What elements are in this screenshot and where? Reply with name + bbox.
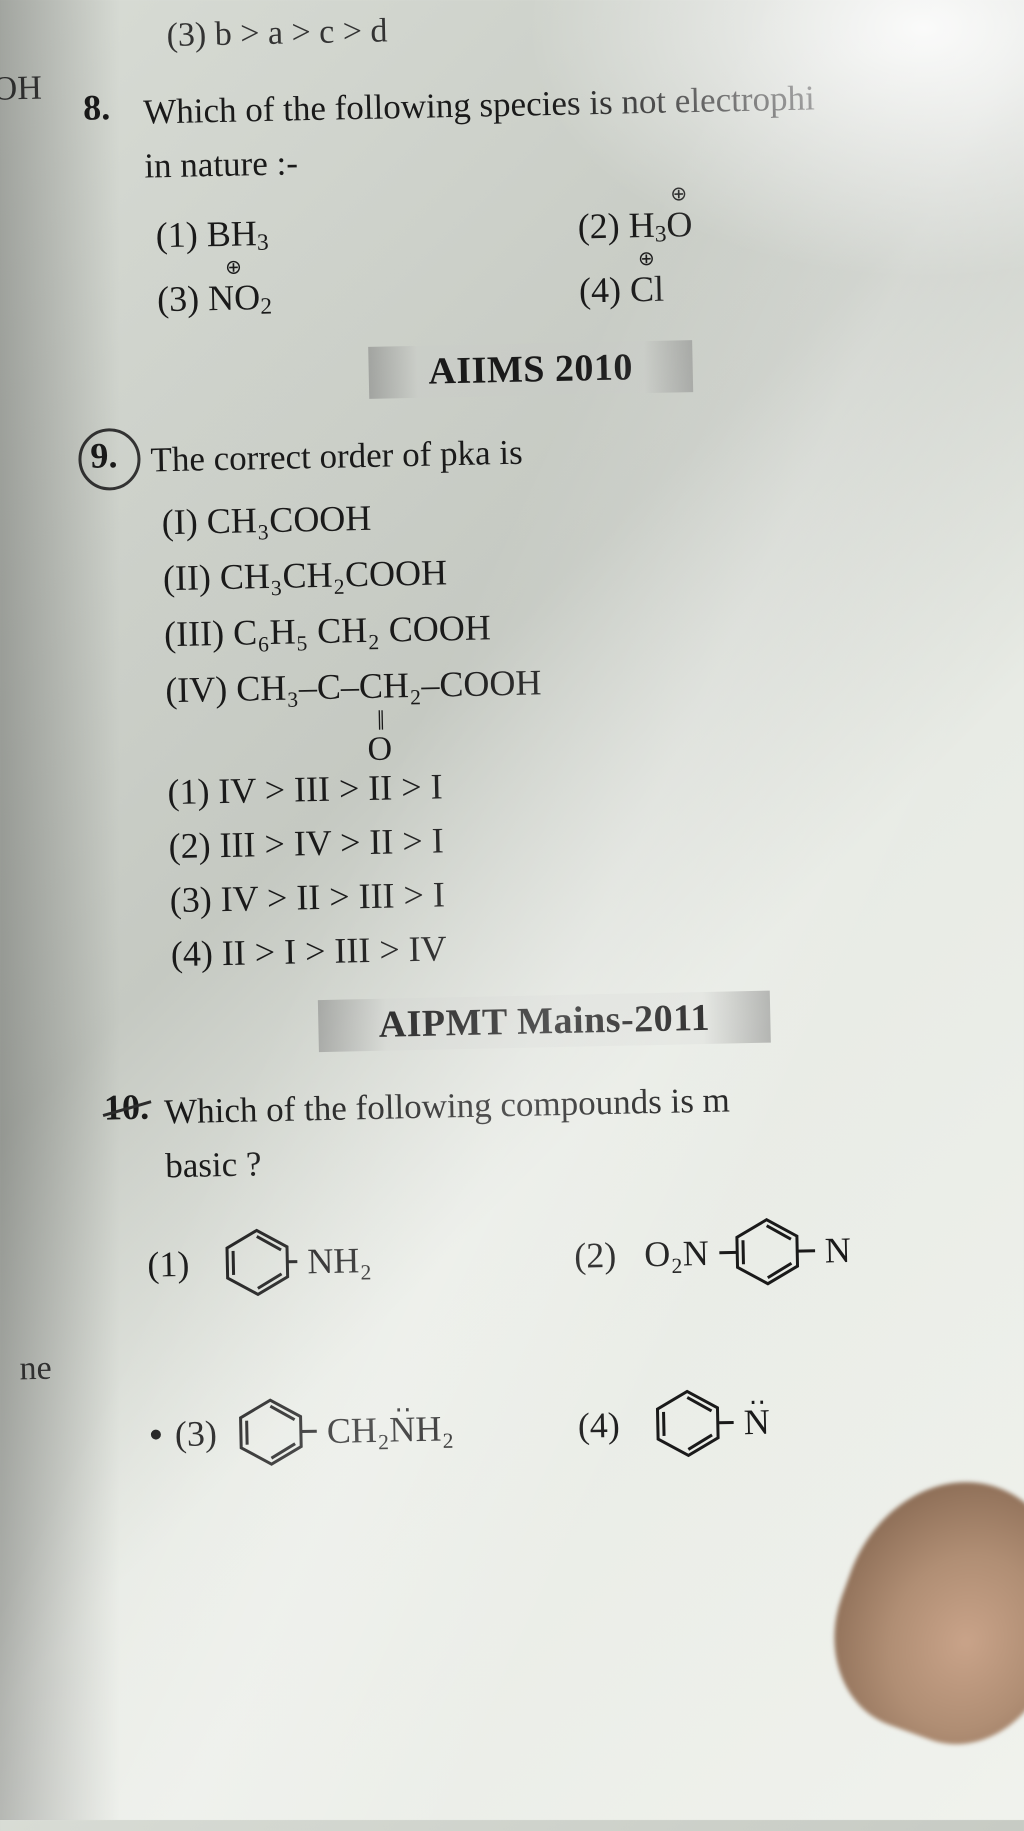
q10-number: 10. (104, 1085, 165, 1128)
banner-aiims: AIIMS 2010 (88, 334, 973, 405)
question-9: 9. The correct order of pka is (90, 416, 975, 489)
benzene-icon (647, 1382, 735, 1464)
q10-opt4: (4) N (577, 1377, 996, 1466)
q9-roman1: (I) CH₃COOH (161, 484, 976, 543)
q10-opt3: (3) CH₂NH₂ (150, 1386, 569, 1475)
q9-options: (1) IV > III > II > I (2) III > IV > II … (167, 754, 985, 975)
q7-option-3: (3) b > a > c > d (166, 0, 966, 55)
banner-aipmt: AIPMT Mains-2011 (102, 986, 987, 1057)
q9-opt1: (1) IV > III > II > I (167, 754, 982, 813)
benzene-icon (230, 1391, 318, 1473)
banner-aipmt-text: AIPMT Mains-2011 (318, 991, 770, 1052)
benzene-icon (718, 1210, 816, 1292)
q9-compounds: (I) CH₃COOH (II) CH₃CH₂COOH (III) C₆H₅ C… (161, 484, 979, 711)
q10-text: Which of the following compounds is m ba… (164, 1068, 990, 1194)
q8-line2: in nature :- (144, 144, 298, 186)
banner-aiims-text: AIIMS 2010 (368, 340, 694, 399)
q9-roman2: (II) CH₃CH₂COOH (163, 540, 978, 599)
q10-line2: basic ? (165, 1145, 262, 1186)
q8-opt2: (2) H3O (577, 197, 970, 250)
q10-opt2: (2) O₂N N (573, 1207, 992, 1296)
benzene-icon (216, 1221, 298, 1303)
q9-roman3: (III) C₆H₅ CH₂ COOH (164, 596, 979, 655)
q8-opt4: (4) Cl (579, 261, 972, 314)
q8-number: 8. (83, 86, 144, 129)
q8-text: Which of the following species is not el… (143, 68, 969, 194)
margin-label-ie: ne (19, 1350, 52, 1389)
q9-opt4: (4) II > I > III > IV (170, 916, 985, 975)
q9-number: 9. (90, 433, 151, 476)
q10-opt1: (1) NH₂ (147, 1216, 566, 1305)
q9-opt3: (3) IV > II > III > I (169, 862, 984, 921)
q8-opt3: (3) NO2 (157, 270, 550, 323)
q10-options: (1) NH₂ (2) O₂N N (147, 1207, 996, 1475)
q9-opt2: (2) III > IV > II > I (168, 808, 983, 867)
q8-opt1: (1) BH3 (155, 206, 548, 259)
q8-options: (1) BH3 (2) H3O (3) NO2 (4) Cl (155, 197, 971, 323)
margin-label-oh: OH (0, 70, 42, 109)
q9-text: The correct order of pka is (150, 416, 975, 487)
q10-line1: Which of the following compounds is m (164, 1081, 730, 1132)
question-8: 8. Which of the following species is not… (83, 68, 969, 195)
q9-roman4: (IV) CH₃–C–CH₂–COOH ‖ O (165, 652, 980, 711)
question-10: 10. Which of the following compounds is … (104, 1068, 990, 1195)
q8-line1: Which of the following species is not el… (143, 78, 815, 131)
answer-bullet-icon (151, 1429, 161, 1439)
